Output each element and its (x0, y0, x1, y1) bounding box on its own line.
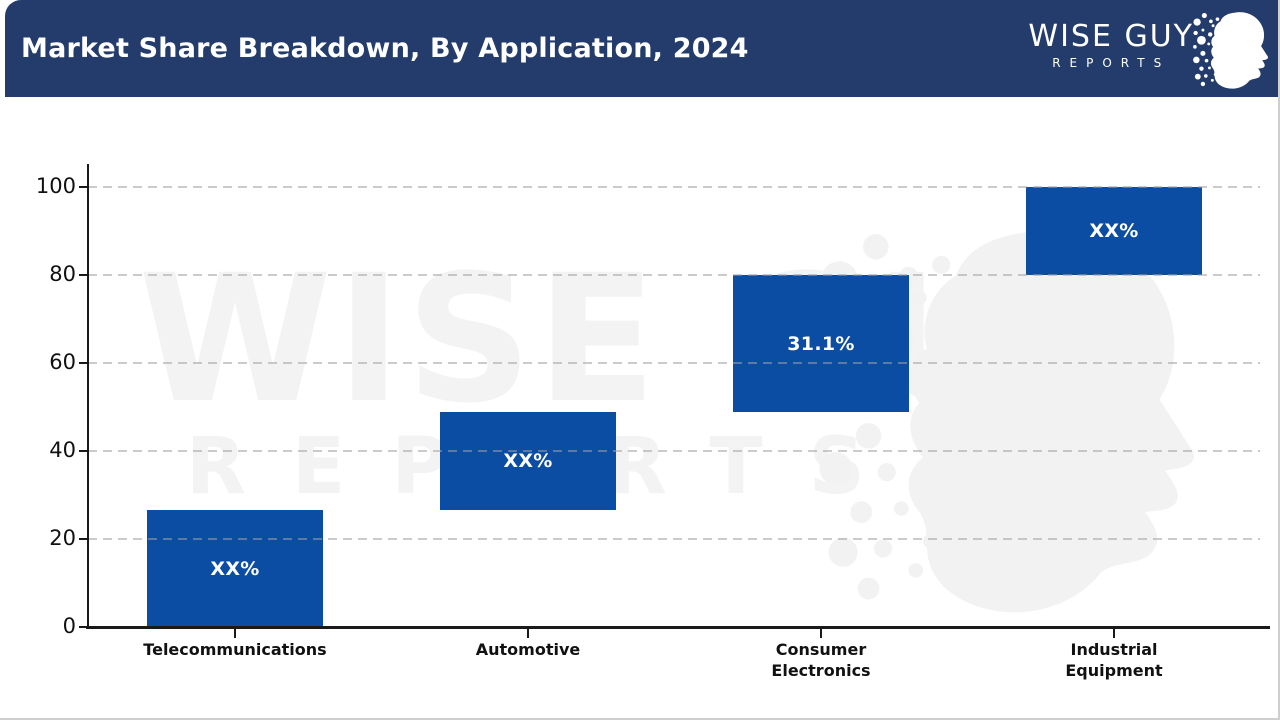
bar-value-label: 31.1% (787, 332, 855, 355)
gridline (88, 450, 1260, 452)
page-border-bottom (0, 718, 1280, 720)
y-tick-label: 0 (62, 614, 76, 638)
x-tick-mark (234, 629, 236, 638)
y-axis-line (87, 164, 89, 628)
brand-logo-wordmark: WISE GUY (1028, 19, 1194, 54)
brand-face-icon (1193, 12, 1269, 89)
y-tick-mark (79, 362, 87, 364)
brand-logo-subtitle: REPORTS (1052, 56, 1171, 70)
bar-value-label: XX% (210, 557, 260, 580)
page-border-right (1278, 0, 1280, 720)
y-tick-mark (79, 186, 87, 188)
y-tick-mark (79, 626, 87, 628)
x-tick-mark (820, 629, 822, 638)
y-tick-label: 80 (49, 262, 76, 286)
y-tick-label: 100 (35, 174, 76, 198)
y-tick-label: 60 (49, 350, 76, 374)
bar-value-label: XX% (1089, 220, 1139, 242)
header-bar: Market Share Breakdown, By Application, … (5, 0, 1278, 97)
y-tick-label: 20 (49, 526, 76, 550)
x-category-label: Industrial Equipment (1065, 640, 1163, 680)
chart-bar: XX% (147, 510, 323, 627)
chart-bar: 31.1% (733, 275, 909, 412)
brand-logo: WISE GUY REPORTS (1028, 20, 1194, 70)
x-category-label: Automotive (475, 640, 581, 659)
gridline (88, 538, 1260, 540)
x-category-label: Consumer Electronics (771, 640, 871, 680)
gridline (88, 186, 1260, 188)
watermark-text-wiseguy: WISE GUY (138, 237, 1153, 442)
chart-bar: XX% (440, 412, 616, 510)
gridline (88, 362, 1260, 364)
bar-value-label: XX% (503, 450, 553, 472)
x-category-label: Telecommunications (143, 640, 327, 659)
page-title: Market Share Breakdown, By Application, … (21, 33, 749, 64)
x-tick-mark (527, 629, 529, 638)
y-tick-label: 40 (49, 438, 76, 462)
y-tick-mark (79, 274, 87, 276)
x-tick-mark (1113, 629, 1115, 638)
chart-bar: XX% (1026, 187, 1202, 275)
gridline (88, 274, 1260, 276)
y-tick-mark (79, 450, 87, 452)
y-tick-mark (79, 538, 87, 540)
x-axis-line (86, 626, 1270, 629)
